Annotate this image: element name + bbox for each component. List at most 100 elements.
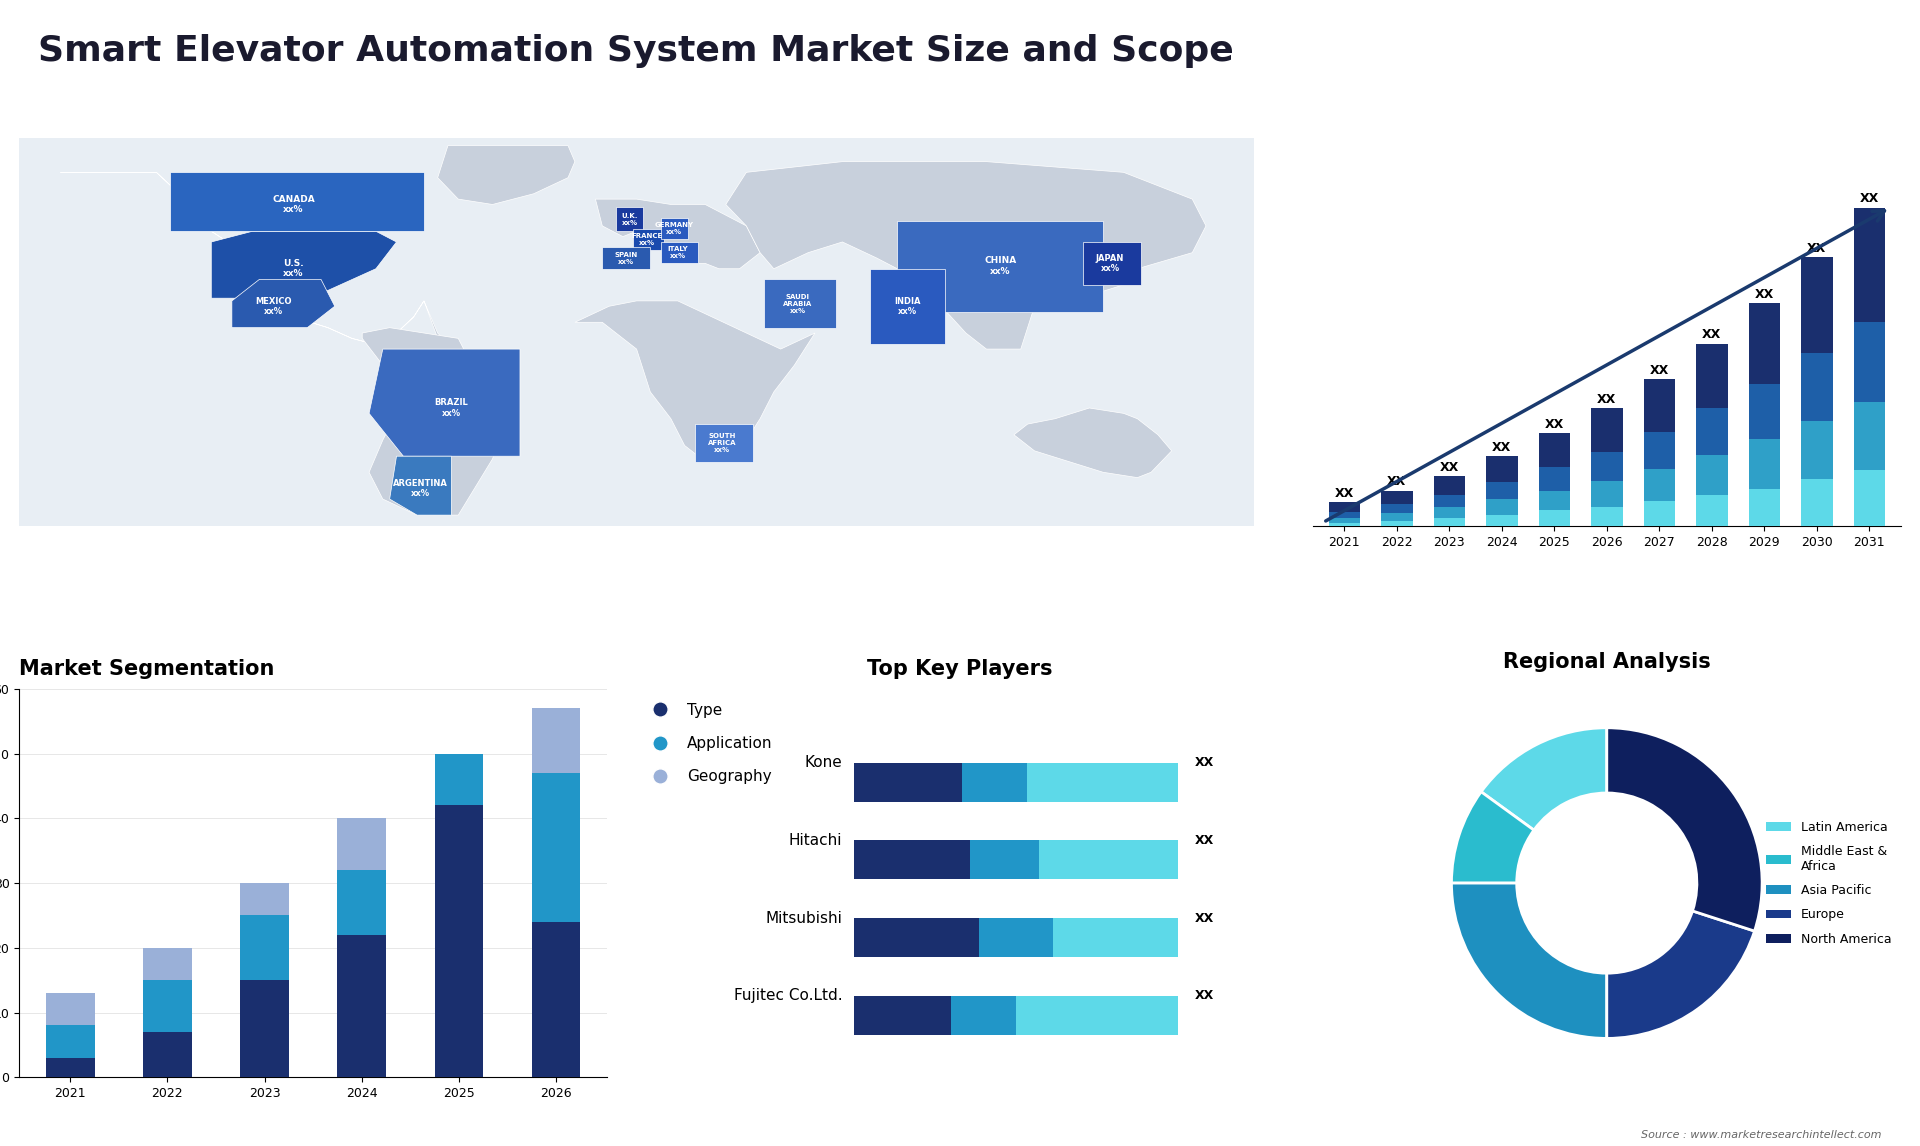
Bar xyxy=(240,916,288,980)
Title: Regional Analysis: Regional Analysis xyxy=(1503,652,1711,672)
Text: Source : www.marketresearchintellect.com: Source : www.marketresearchintellect.com xyxy=(1642,1130,1882,1140)
Text: INDIA
xx%: INDIA xx% xyxy=(895,297,922,316)
Bar xyxy=(1592,508,1622,526)
Polygon shape xyxy=(1014,408,1171,478)
Bar xyxy=(1486,456,1517,482)
Wedge shape xyxy=(1452,792,1534,884)
Text: ARGENTINA
xx%: ARGENTINA xx% xyxy=(394,479,447,499)
Polygon shape xyxy=(660,242,699,264)
Text: Hitachi: Hitachi xyxy=(789,833,843,848)
FancyBboxPatch shape xyxy=(1039,840,1177,879)
Bar xyxy=(1801,257,1832,353)
Bar xyxy=(144,1031,192,1077)
FancyBboxPatch shape xyxy=(854,840,970,879)
Bar xyxy=(434,754,484,806)
Bar xyxy=(1695,344,1728,408)
Bar xyxy=(1592,452,1622,481)
Polygon shape xyxy=(660,218,687,240)
Bar xyxy=(1486,515,1517,526)
Bar xyxy=(240,884,288,916)
Text: XX: XX xyxy=(1334,487,1354,500)
Bar xyxy=(1695,455,1728,495)
FancyBboxPatch shape xyxy=(854,996,950,1035)
Bar xyxy=(1538,468,1571,490)
Bar xyxy=(1644,501,1674,526)
Polygon shape xyxy=(616,207,643,231)
Text: CANADA
xx%: CANADA xx% xyxy=(273,195,315,214)
Bar xyxy=(1801,421,1832,479)
Text: Market Segmentation: Market Segmentation xyxy=(19,659,275,680)
Text: XX: XX xyxy=(1597,393,1617,406)
Polygon shape xyxy=(438,146,574,204)
Text: Fujitec Co.Ltd.: Fujitec Co.Ltd. xyxy=(733,988,843,1003)
Text: Smart Elevator Automation System Market Size and Scope: Smart Elevator Automation System Market … xyxy=(38,34,1235,69)
Wedge shape xyxy=(1480,728,1607,830)
Text: GERMANY
xx%: GERMANY xx% xyxy=(655,222,693,235)
Bar xyxy=(1644,469,1674,501)
Text: MARKET: MARKET xyxy=(1788,40,1836,50)
Text: XX: XX xyxy=(1492,440,1511,454)
Text: XX: XX xyxy=(1440,461,1459,474)
FancyBboxPatch shape xyxy=(1054,918,1177,957)
Polygon shape xyxy=(695,424,753,462)
Text: XX: XX xyxy=(1755,288,1774,301)
Polygon shape xyxy=(1083,242,1140,285)
Text: XX: XX xyxy=(1807,242,1826,254)
Bar xyxy=(1801,479,1832,526)
Polygon shape xyxy=(595,199,760,269)
Bar xyxy=(1434,518,1465,526)
Bar xyxy=(338,870,386,935)
Text: Mitsubishi: Mitsubishi xyxy=(766,911,843,926)
Bar xyxy=(1749,439,1780,488)
Bar xyxy=(1434,477,1465,495)
Bar xyxy=(46,994,94,1026)
Bar xyxy=(1853,470,1885,526)
Bar xyxy=(144,980,192,1031)
Polygon shape xyxy=(60,172,516,424)
Bar xyxy=(532,774,580,921)
Bar xyxy=(1380,513,1413,521)
Text: XX: XX xyxy=(1703,328,1722,342)
FancyBboxPatch shape xyxy=(970,840,1039,879)
Title: Top Key Players: Top Key Players xyxy=(868,659,1052,680)
FancyBboxPatch shape xyxy=(854,763,962,801)
FancyBboxPatch shape xyxy=(962,763,1027,801)
Bar xyxy=(144,948,192,980)
Bar xyxy=(532,708,580,774)
FancyBboxPatch shape xyxy=(1016,996,1177,1035)
Text: XX: XX xyxy=(1194,756,1215,769)
Text: XX: XX xyxy=(1194,989,1215,1003)
Bar xyxy=(1329,502,1359,511)
Text: XX: XX xyxy=(1546,417,1565,431)
Text: U.S.
xx%: U.S. xx% xyxy=(284,259,303,278)
FancyBboxPatch shape xyxy=(854,918,979,957)
Text: MEXICO
xx%: MEXICO xx% xyxy=(255,297,292,316)
Text: INTELLECT: INTELLECT xyxy=(1788,97,1851,108)
Polygon shape xyxy=(870,269,945,344)
FancyBboxPatch shape xyxy=(979,918,1054,957)
Bar xyxy=(1380,490,1413,504)
Text: SPAIN
xx%: SPAIN xx% xyxy=(614,251,637,265)
Bar xyxy=(1853,322,1885,402)
Legend: Latin America, Middle East &
Africa, Asia Pacific, Europe, North America: Latin America, Middle East & Africa, Asi… xyxy=(1761,816,1897,950)
Bar xyxy=(1853,207,1885,322)
Text: ▲: ▲ xyxy=(1676,54,1695,78)
Bar xyxy=(1644,379,1674,432)
Text: XX: XX xyxy=(1194,911,1215,925)
Polygon shape xyxy=(726,162,1206,350)
Text: U.K.
xx%: U.K. xx% xyxy=(622,213,637,226)
Polygon shape xyxy=(171,172,424,231)
FancyBboxPatch shape xyxy=(1027,763,1177,801)
Bar xyxy=(1749,488,1780,526)
Polygon shape xyxy=(363,328,507,515)
Legend: Type, Application, Geography: Type, Application, Geography xyxy=(637,697,780,791)
Bar xyxy=(338,935,386,1077)
Text: SOUTH
AFRICA
xx%: SOUTH AFRICA xx% xyxy=(708,433,737,453)
Polygon shape xyxy=(369,350,520,456)
Text: XX: XX xyxy=(1194,834,1215,847)
Polygon shape xyxy=(232,280,334,328)
Bar xyxy=(1538,433,1571,468)
Polygon shape xyxy=(764,280,835,328)
Text: Kone: Kone xyxy=(804,755,843,770)
Bar xyxy=(1434,495,1465,508)
